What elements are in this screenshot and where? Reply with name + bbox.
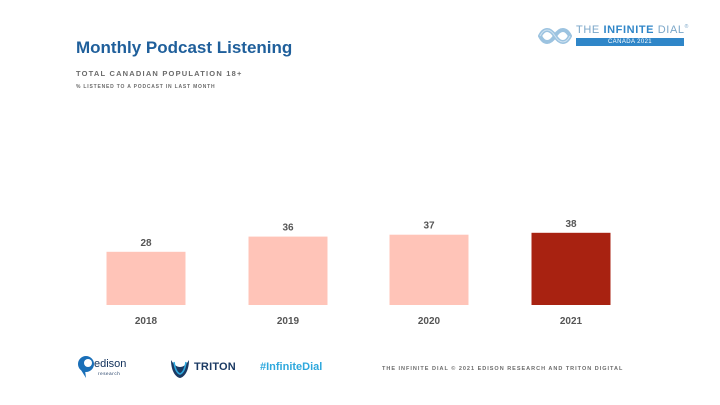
x-tick-label: 2021 [560,316,583,327]
bar-value-label: 37 [423,221,435,232]
bar-2019 [248,236,328,305]
infinity-wave-icon [538,28,572,44]
bar-value-label: 36 [282,223,294,234]
chart-note: % LISTENED TO A PODCAST IN LAST MONTH [76,84,216,90]
bar-2020 [389,234,469,305]
x-tick-label: 2020 [418,316,441,327]
x-tick-label: 2019 [277,316,300,327]
bar-2018 [106,251,186,305]
triton-mark-icon [171,360,189,378]
chart-subtitle: TOTAL CANADIAN POPULATION 18+ [76,69,243,78]
bar-value-label: 28 [140,238,152,249]
edison-logo: edison research [76,354,138,380]
triton-logo: TRITON [168,356,236,380]
bar-value-label: 38 [565,219,577,230]
logo-edition: CANADA 2021 [576,38,684,46]
infinite-dial-logo: THE INFINITE DIAL® CANADA 2021 [538,24,689,48]
hashtag-link[interactable]: #InfiniteDial [260,361,323,373]
logo-wordmark: THE INFINITE DIAL® [576,24,689,36]
copyright-text: THE INFINITE DIAL © 2021 EDISON RESEARCH… [382,366,624,372]
edison-mark-icon [78,356,94,378]
x-tick-label: 2018 [135,316,158,327]
chart-title: Monthly Podcast Listening [76,38,293,57]
bar-2021 [531,232,611,305]
